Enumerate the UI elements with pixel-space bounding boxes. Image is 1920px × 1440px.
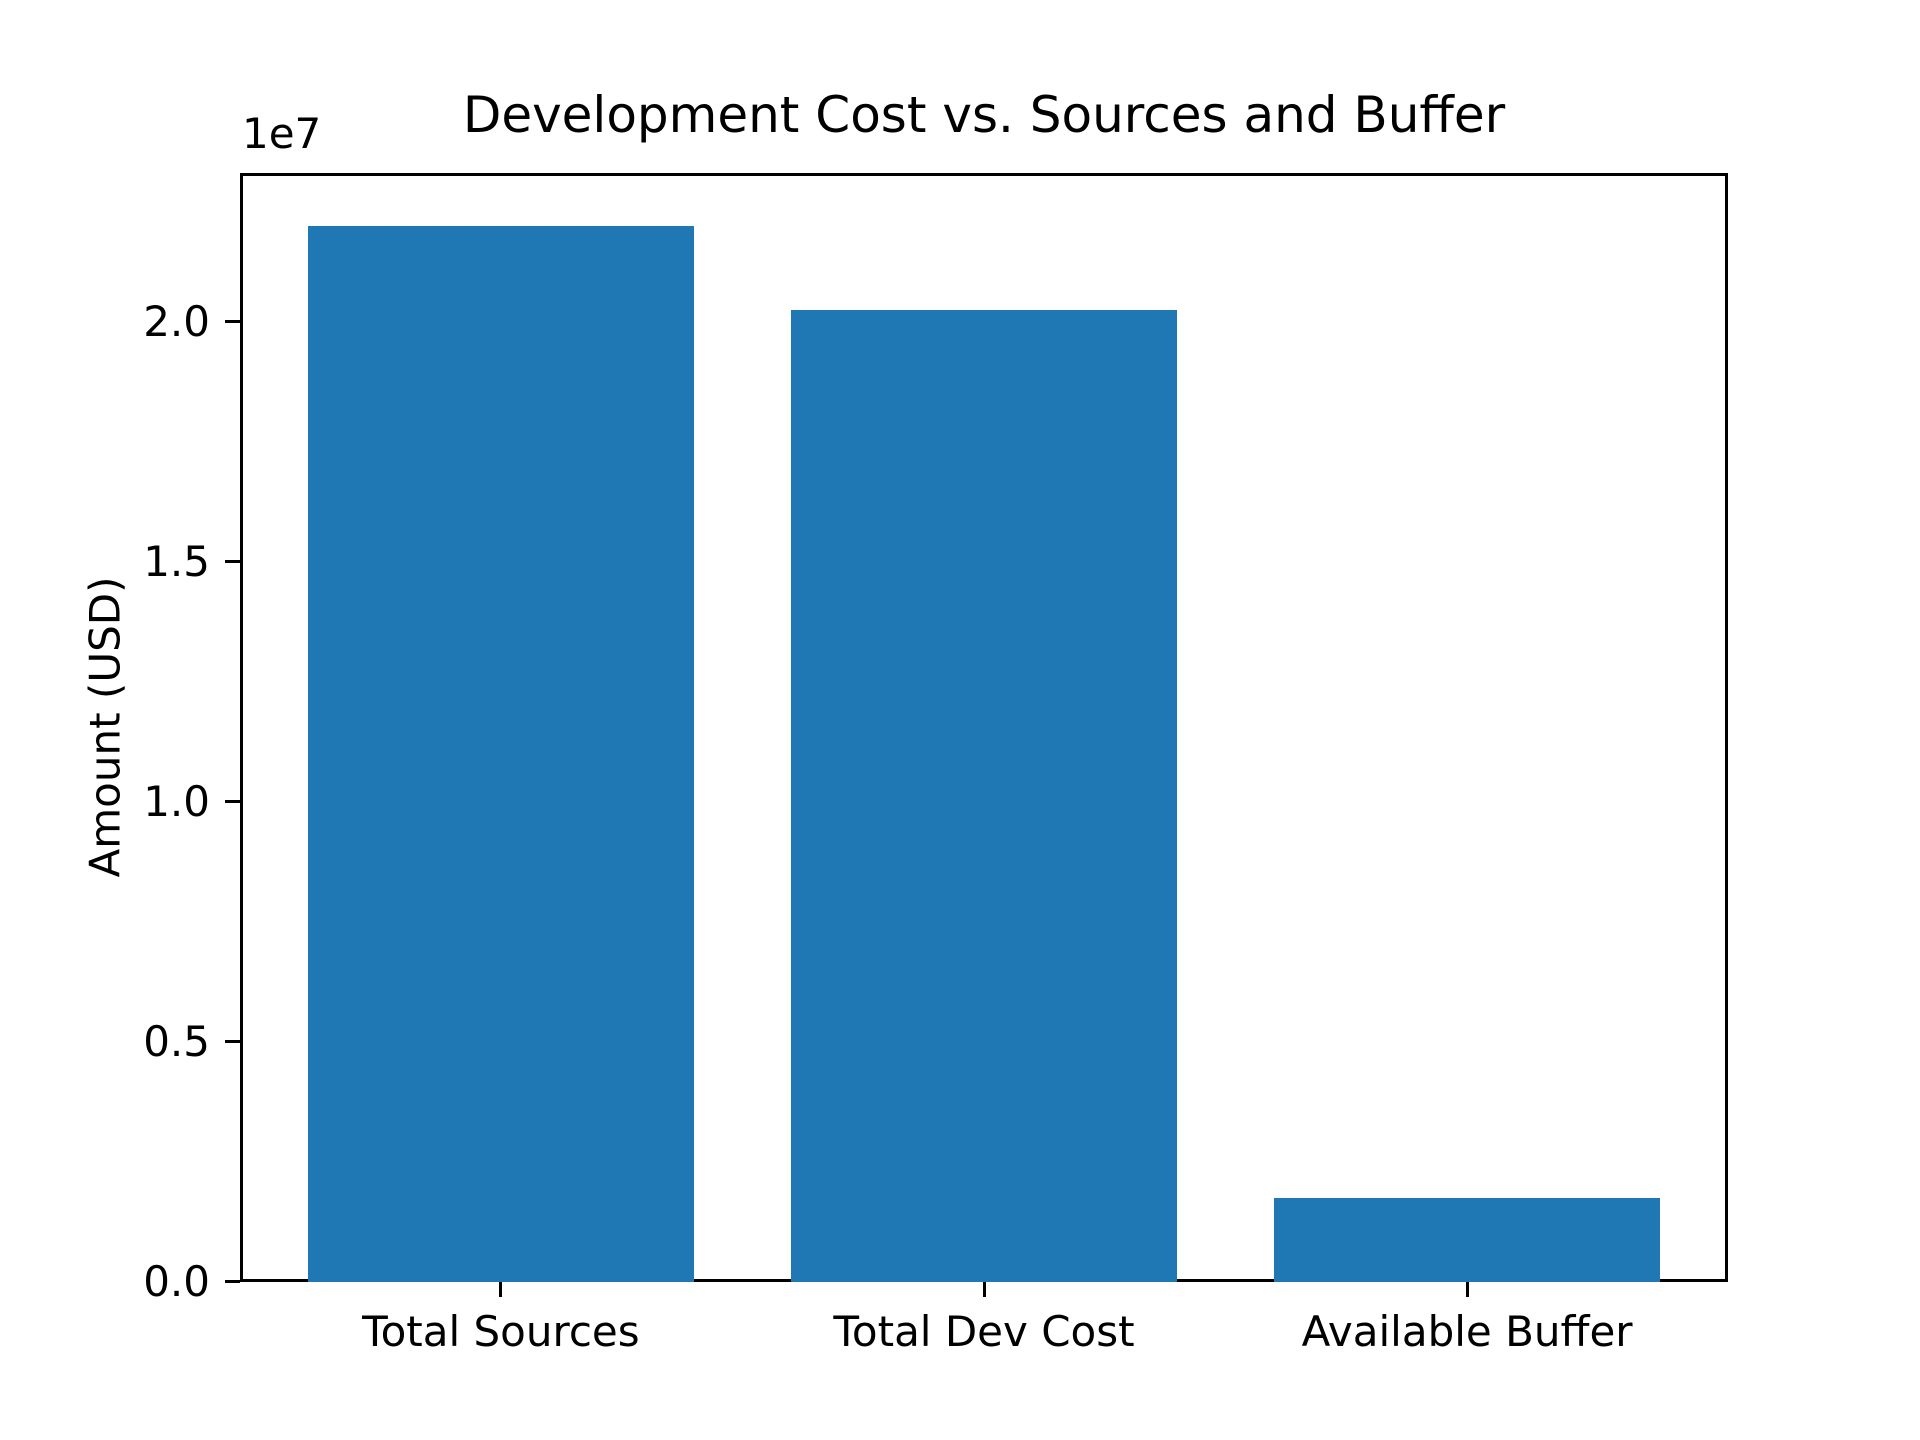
chart-title: Development Cost vs. Sources and Buffer [462, 86, 1506, 144]
y-tick-label: 2.0 [143, 296, 210, 346]
x-tick-label: Available Buffer [1301, 1306, 1633, 1356]
bar-available-buffer [1273, 1197, 1661, 1282]
y-tick-mark [225, 320, 240, 324]
y-tick-label: 1.0 [143, 776, 210, 826]
x-tick-label: Total Dev Cost [833, 1306, 1135, 1356]
y-tick-label: 0.5 [143, 1016, 210, 1066]
x-tick-label: Total Sources [362, 1306, 640, 1356]
x-tick-mark [1465, 1281, 1469, 1297]
y-tick-label: 0.0 [143, 1256, 210, 1306]
bar-total-dev-cost [790, 309, 1178, 1282]
y-tick-mark [225, 1040, 240, 1044]
bar-total-sources [307, 225, 695, 1282]
y-axis-offset-text: 1e7 [242, 109, 322, 158]
y-axis-label: Amount (USD) [80, 576, 130, 878]
y-tick-label: 1.5 [143, 536, 210, 586]
x-tick-mark [982, 1281, 986, 1297]
y-tick-mark [225, 560, 240, 564]
x-tick-mark [499, 1281, 503, 1297]
y-tick-mark [225, 800, 240, 804]
y-tick-mark [225, 1280, 240, 1284]
